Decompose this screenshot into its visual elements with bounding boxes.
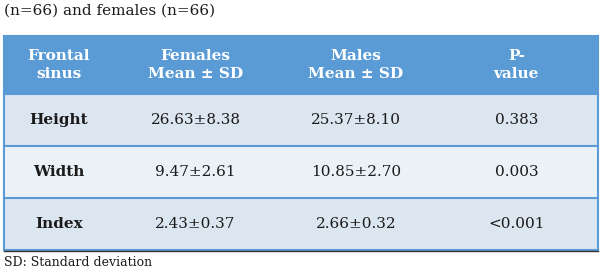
Text: 26.63±8.38: 26.63±8.38 xyxy=(150,113,241,127)
Text: SD: Standard deviation: SD: Standard deviation xyxy=(4,256,152,269)
Bar xyxy=(4,198,598,250)
Text: <0.001: <0.001 xyxy=(488,217,545,231)
Text: (n=66) and females (n=66): (n=66) and females (n=66) xyxy=(4,4,215,18)
Text: Index: Index xyxy=(35,217,83,231)
Text: P-
value: P- value xyxy=(494,49,539,81)
Text: 2.66±0.32: 2.66±0.32 xyxy=(315,217,396,231)
Text: 0.383: 0.383 xyxy=(495,113,538,127)
Bar xyxy=(4,36,598,94)
Text: Width: Width xyxy=(33,165,85,179)
Text: 25.37±8.10: 25.37±8.10 xyxy=(311,113,401,127)
Text: Females
Mean ± SD: Females Mean ± SD xyxy=(148,49,243,81)
Text: Height: Height xyxy=(29,113,88,127)
Text: 0.003: 0.003 xyxy=(494,165,538,179)
Text: Frontal
sinus: Frontal sinus xyxy=(28,49,90,81)
Text: 10.85±2.70: 10.85±2.70 xyxy=(311,165,401,179)
Bar xyxy=(4,146,598,198)
Text: Males
Mean ± SD: Males Mean ± SD xyxy=(308,49,403,81)
Bar xyxy=(4,94,598,146)
Text: 2.43±0.37: 2.43±0.37 xyxy=(155,217,236,231)
Text: 9.47±2.61: 9.47±2.61 xyxy=(155,165,236,179)
